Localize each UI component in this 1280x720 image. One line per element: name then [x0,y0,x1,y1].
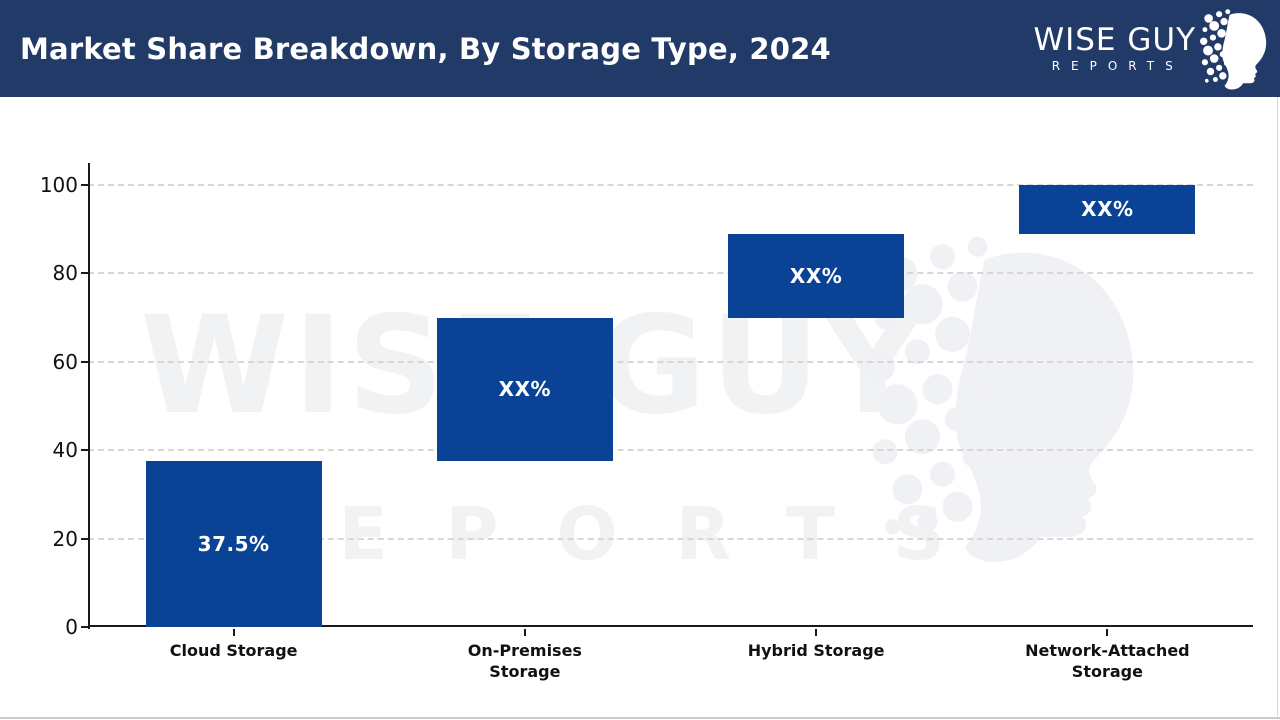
y-tick-label-20: 20 [52,526,78,551]
bar-cloud-storage: 37.5% [145,461,322,627]
bar-hybrid-storage: XX% [728,233,905,318]
wiseguy-logo-subtitle: REPORTS [1051,59,1184,73]
category-label-hybrid-storage: Hybrid Storage [696,641,936,662]
x-axis-spine [88,625,1253,627]
category-label-line: Network-Attached [1025,641,1190,660]
y-tick-0 [81,626,88,628]
right-border-line [1277,97,1278,718]
category-label-line: Cloud Storage [169,641,298,660]
x-tick-network-attached-storage [1106,629,1109,636]
y-tick-40 [81,449,88,452]
bar-value-label-on-premises-storage: XX% [498,377,552,402]
gridline-20 [88,537,1253,540]
y-tick-label-40: 40 [52,438,78,463]
y-tick-label-0: 0 [65,615,78,639]
category-label-line: Hybrid Storage [747,641,885,660]
bar-on-premises-storage: XX% [436,317,613,462]
wiseguy-logo: WISE GUY REPORTS [1033,0,1274,97]
bottom-border-line [0,717,1280,719]
x-tick-hybrid-storage [815,629,818,636]
category-label-line: Storage [1071,661,1143,681]
bar-value-label-hybrid-storage: XX% [789,263,843,288]
gridline-80 [88,272,1253,275]
category-label-network-attached-storage: Network-Attached Storage [987,641,1227,683]
wiseguy-logo-wordmark: WISE GUY [1033,22,1196,58]
y-tick-label-60: 60 [52,349,78,374]
wiseguy-logo-text: WISE GUY REPORTS [1033,22,1196,73]
y-tick-20 [81,537,88,540]
category-label-line: On-Premises [467,641,582,660]
gridline-40 [88,449,1253,452]
y-tick-label-80: 80 [52,261,78,286]
bar-value-label-cloud-storage: 37.5% [197,532,270,557]
y-axis-spine [88,163,90,629]
page-title: Market Share Breakdown, By Storage Type,… [20,31,831,66]
wiseguy-head-icon [1200,8,1267,89]
category-label-cloud-storage: Cloud Storage [114,641,354,662]
category-label-on-premises-storage: On-Premises Storage [405,641,645,683]
header-bar: Market Share Breakdown, By Storage Type,… [0,0,1280,97]
y-tick-80 [81,272,88,275]
gridline-100 [88,184,1253,186]
gridline-60 [88,360,1253,363]
x-tick-on-premises-storage [523,629,526,636]
watermark-head-icon [865,236,1134,563]
bar-network-attached-storage: XX% [1019,185,1196,234]
bar-value-label-network-attached-storage: XX% [1081,197,1134,222]
category-label-line: Storage [489,661,561,681]
y-tick-60 [81,360,88,363]
chart-area: WISE GUY REPORTS 0 20 40 60 80 100 37.5% Cloud … [0,97,1280,718]
x-tick-cloud-storage [232,629,235,636]
watermark-subtitle: REPORTS [225,492,1003,576]
y-tick-100 [81,184,88,186]
y-tick-label-100: 100 [39,173,78,197]
